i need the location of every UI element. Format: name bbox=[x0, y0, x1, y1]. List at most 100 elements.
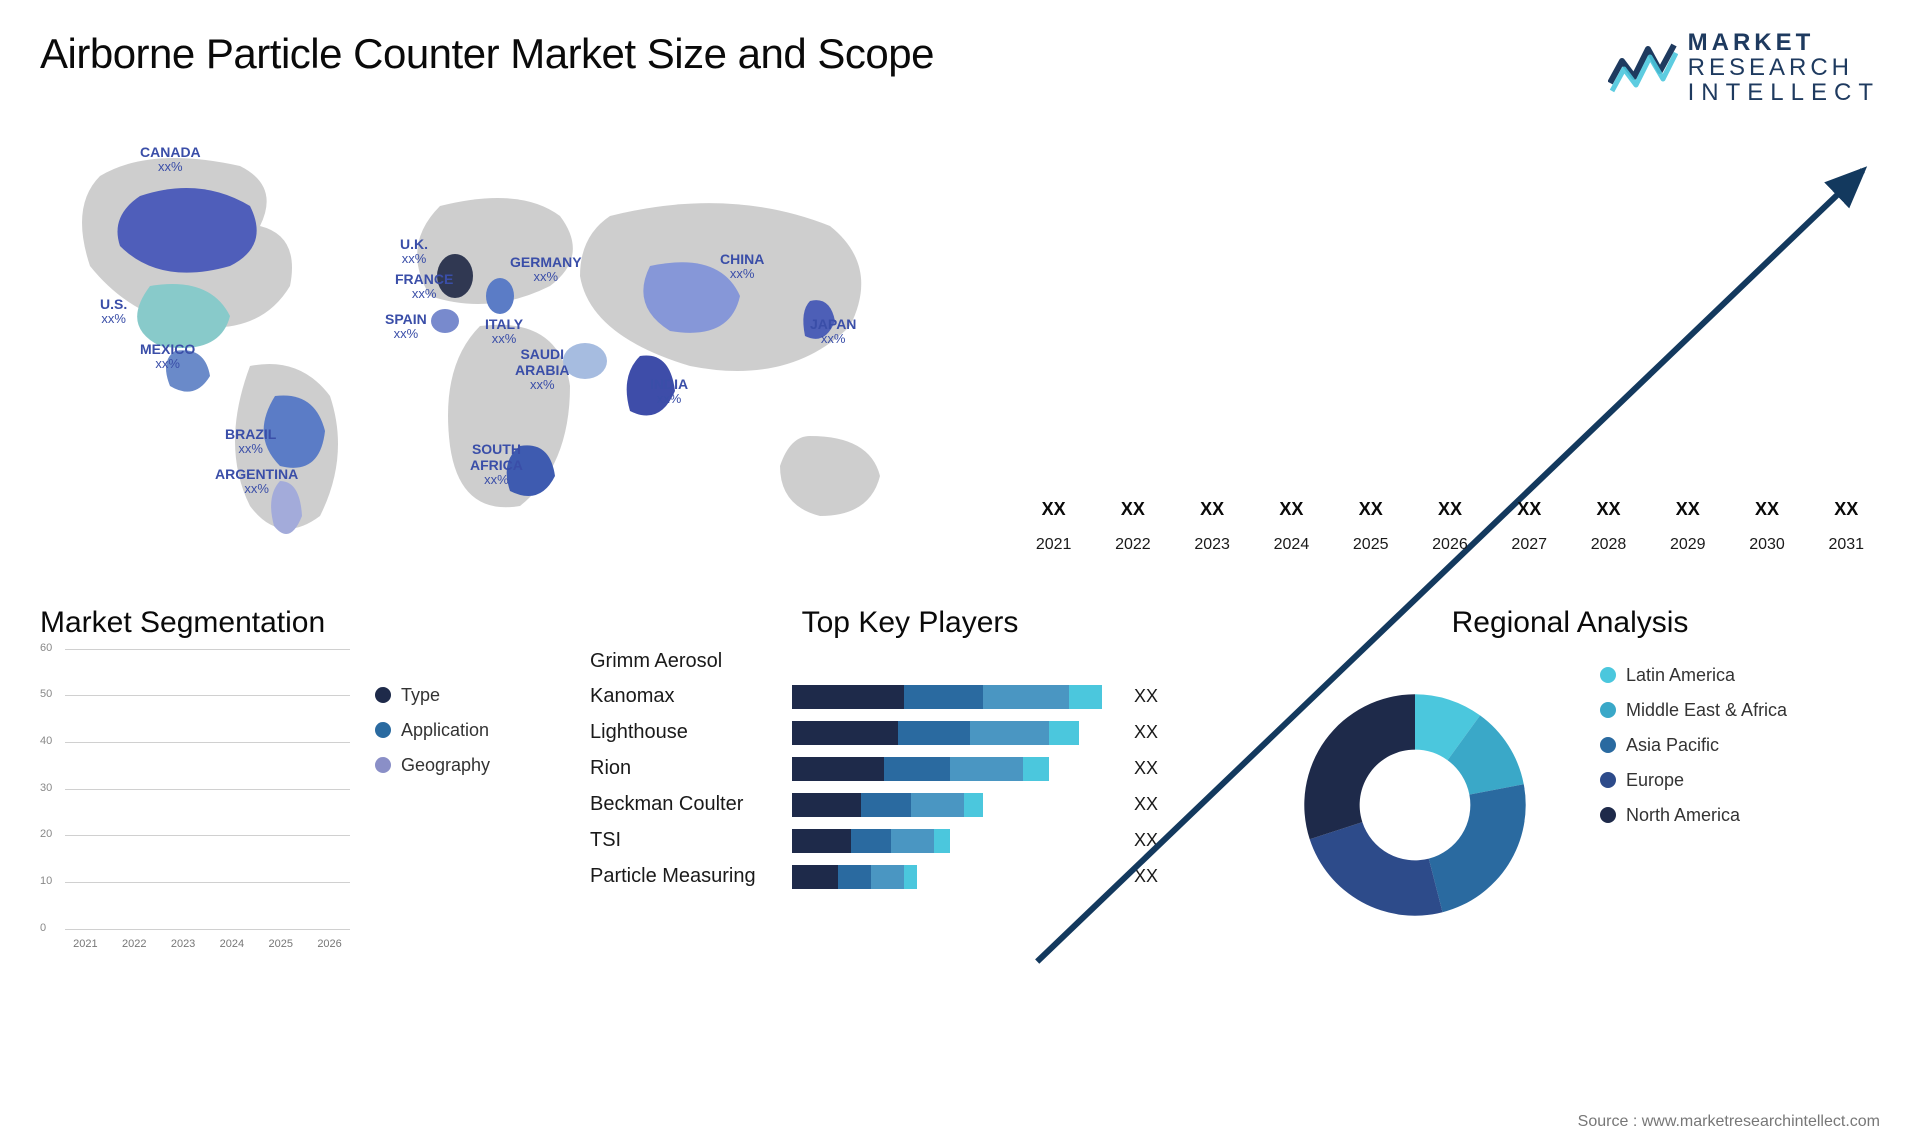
player-bar-segment bbox=[792, 757, 884, 781]
player-bar-segment bbox=[904, 685, 983, 709]
bar-year-label: 2029 bbox=[1654, 536, 1721, 554]
bar-year-label: 2023 bbox=[1179, 536, 1246, 554]
player-name: Lighthouse bbox=[590, 721, 780, 744]
bar-year-label: 2022 bbox=[1099, 536, 1166, 554]
player-bar bbox=[792, 865, 1122, 889]
bar-year-label: 2026 bbox=[1416, 536, 1483, 554]
bar-value-label: XX bbox=[1099, 499, 1166, 520]
legend-item: Application bbox=[375, 720, 490, 741]
player-bar bbox=[792, 829, 1122, 853]
regional-title: Regional Analysis bbox=[1260, 606, 1880, 640]
bar-year-label: 2021 bbox=[1020, 536, 1087, 554]
player-bar-segment bbox=[934, 829, 951, 853]
legend-item: Latin America bbox=[1600, 665, 1787, 686]
seg-year-label: 2023 bbox=[160, 938, 207, 950]
legend-item: Asia Pacific bbox=[1600, 735, 1787, 756]
player-value: XX bbox=[1134, 686, 1158, 707]
player-row: Lighthouse XX bbox=[590, 721, 1230, 745]
player-bar-segment bbox=[861, 793, 911, 817]
bar-value-label: XX bbox=[1496, 499, 1563, 520]
bar-year-label: 2024 bbox=[1258, 536, 1325, 554]
player-bar-segment bbox=[792, 793, 861, 817]
player-bar bbox=[792, 793, 1122, 817]
player-row: RionXX bbox=[590, 757, 1230, 781]
bar-value-label: XX bbox=[1258, 499, 1325, 520]
bar-value-label: XX bbox=[1813, 499, 1880, 520]
bar-value-label: XX bbox=[1654, 499, 1721, 520]
key-players-chart: Grimm AerosolKanomaxXXLighthouseXXRionXX… bbox=[590, 650, 1230, 889]
player-bar-segment bbox=[792, 685, 904, 709]
player-value: XX bbox=[1134, 830, 1158, 851]
player-value: XX bbox=[1134, 722, 1158, 743]
player-bar-segment bbox=[792, 865, 838, 889]
player-bar-segment bbox=[970, 721, 1049, 745]
map-label-mexico: MEXICOxx% bbox=[140, 341, 195, 372]
player-bar-segment bbox=[1023, 757, 1049, 781]
player-bar-segment bbox=[911, 793, 964, 817]
player-bar-segment bbox=[1049, 721, 1079, 745]
player-row: TSI XX bbox=[590, 829, 1230, 853]
bar-value-label: XX bbox=[1337, 499, 1404, 520]
bar-value-label: XX bbox=[1575, 499, 1642, 520]
player-row: Grimm Aerosol bbox=[590, 650, 1230, 673]
bar-year-label: 2027 bbox=[1496, 536, 1563, 554]
map-label-spain: SPAINxx% bbox=[385, 311, 427, 342]
logo-line1: MARKET bbox=[1688, 30, 1880, 55]
player-bar-segment bbox=[983, 685, 1069, 709]
player-row: Particle Measuring XX bbox=[590, 865, 1230, 889]
map-label-india: INDIAxx% bbox=[650, 376, 688, 407]
player-bar-segment bbox=[891, 829, 934, 853]
logo-line3: INTELLECT bbox=[1688, 80, 1880, 105]
world-map: CANADAxx%U.S.xx%MEXICOxx%BRAZILxx%ARGENT… bbox=[40, 136, 960, 556]
donut-slice bbox=[1310, 822, 1443, 916]
player-bar bbox=[792, 757, 1122, 781]
logo-line2: RESEARCH bbox=[1688, 55, 1880, 80]
segmentation-chart: 0102030405060 202120222023202420252026 T… bbox=[40, 650, 560, 950]
player-bar-segment bbox=[964, 793, 984, 817]
source-citation: Source : www.marketresearchintellect.com bbox=[1578, 1113, 1880, 1131]
player-name: Rion bbox=[590, 757, 780, 780]
player-bar-segment bbox=[792, 829, 851, 853]
legend-item: Type bbox=[375, 685, 490, 706]
donut-slice bbox=[1429, 784, 1526, 912]
market-size-chart: XX 2021 XX 2022 XX 2023 XX 2024 XX 2025 XX 2026 XX 20… bbox=[1020, 136, 1880, 556]
map-label-italy: ITALYxx% bbox=[485, 316, 523, 347]
map-label-brazil: BRAZILxx% bbox=[225, 426, 276, 457]
player-bar-segment bbox=[884, 757, 950, 781]
player-name: Particle Measuring bbox=[590, 865, 780, 888]
segmentation-legend: Type Application Geography bbox=[375, 650, 490, 950]
player-bar-segment bbox=[950, 757, 1023, 781]
map-label-canada: CANADAxx% bbox=[140, 144, 201, 175]
bar-year-label: 2025 bbox=[1337, 536, 1404, 554]
bar-value-label: XX bbox=[1733, 499, 1800, 520]
player-bar bbox=[792, 721, 1122, 745]
map-label-germany: GERMANYxx% bbox=[510, 254, 582, 285]
player-value: XX bbox=[1134, 794, 1158, 815]
player-bar bbox=[792, 685, 1122, 709]
seg-year-label: 2021 bbox=[62, 938, 109, 950]
player-name: Kanomax bbox=[590, 685, 780, 708]
legend-item: Geography bbox=[375, 755, 490, 776]
bar-value-label: XX bbox=[1416, 499, 1483, 520]
player-value: XX bbox=[1134, 866, 1158, 887]
map-label-argentina: ARGENTINAxx% bbox=[215, 466, 298, 497]
bar-year-label: 2030 bbox=[1733, 536, 1800, 554]
seg-year-label: 2022 bbox=[111, 938, 158, 950]
regional-donut-chart: Latin America Middle East & Africa Asia Pa… bbox=[1260, 650, 1880, 960]
player-bar-segment bbox=[1069, 685, 1102, 709]
seg-year-label: 2026 bbox=[306, 938, 353, 950]
legend-item: North America bbox=[1600, 805, 1787, 826]
player-bar-segment bbox=[904, 865, 917, 889]
player-name: Beckman Coulter bbox=[590, 793, 780, 816]
player-name: TSI bbox=[590, 829, 780, 852]
map-label-south-africa: SOUTHAFRICAxx% bbox=[470, 441, 523, 488]
seg-year-label: 2025 bbox=[257, 938, 304, 950]
page-title: Airborne Particle Counter Market Size an… bbox=[40, 30, 934, 78]
legend-item: Middle East & Africa bbox=[1600, 700, 1787, 721]
map-label-japan: JAPANxx% bbox=[810, 316, 856, 347]
map-label-china: CHINAxx% bbox=[720, 251, 764, 282]
player-bar-segment bbox=[898, 721, 971, 745]
player-row: Kanomax XX bbox=[590, 685, 1230, 709]
player-bar-segment bbox=[851, 829, 891, 853]
player-bar-segment bbox=[792, 721, 898, 745]
